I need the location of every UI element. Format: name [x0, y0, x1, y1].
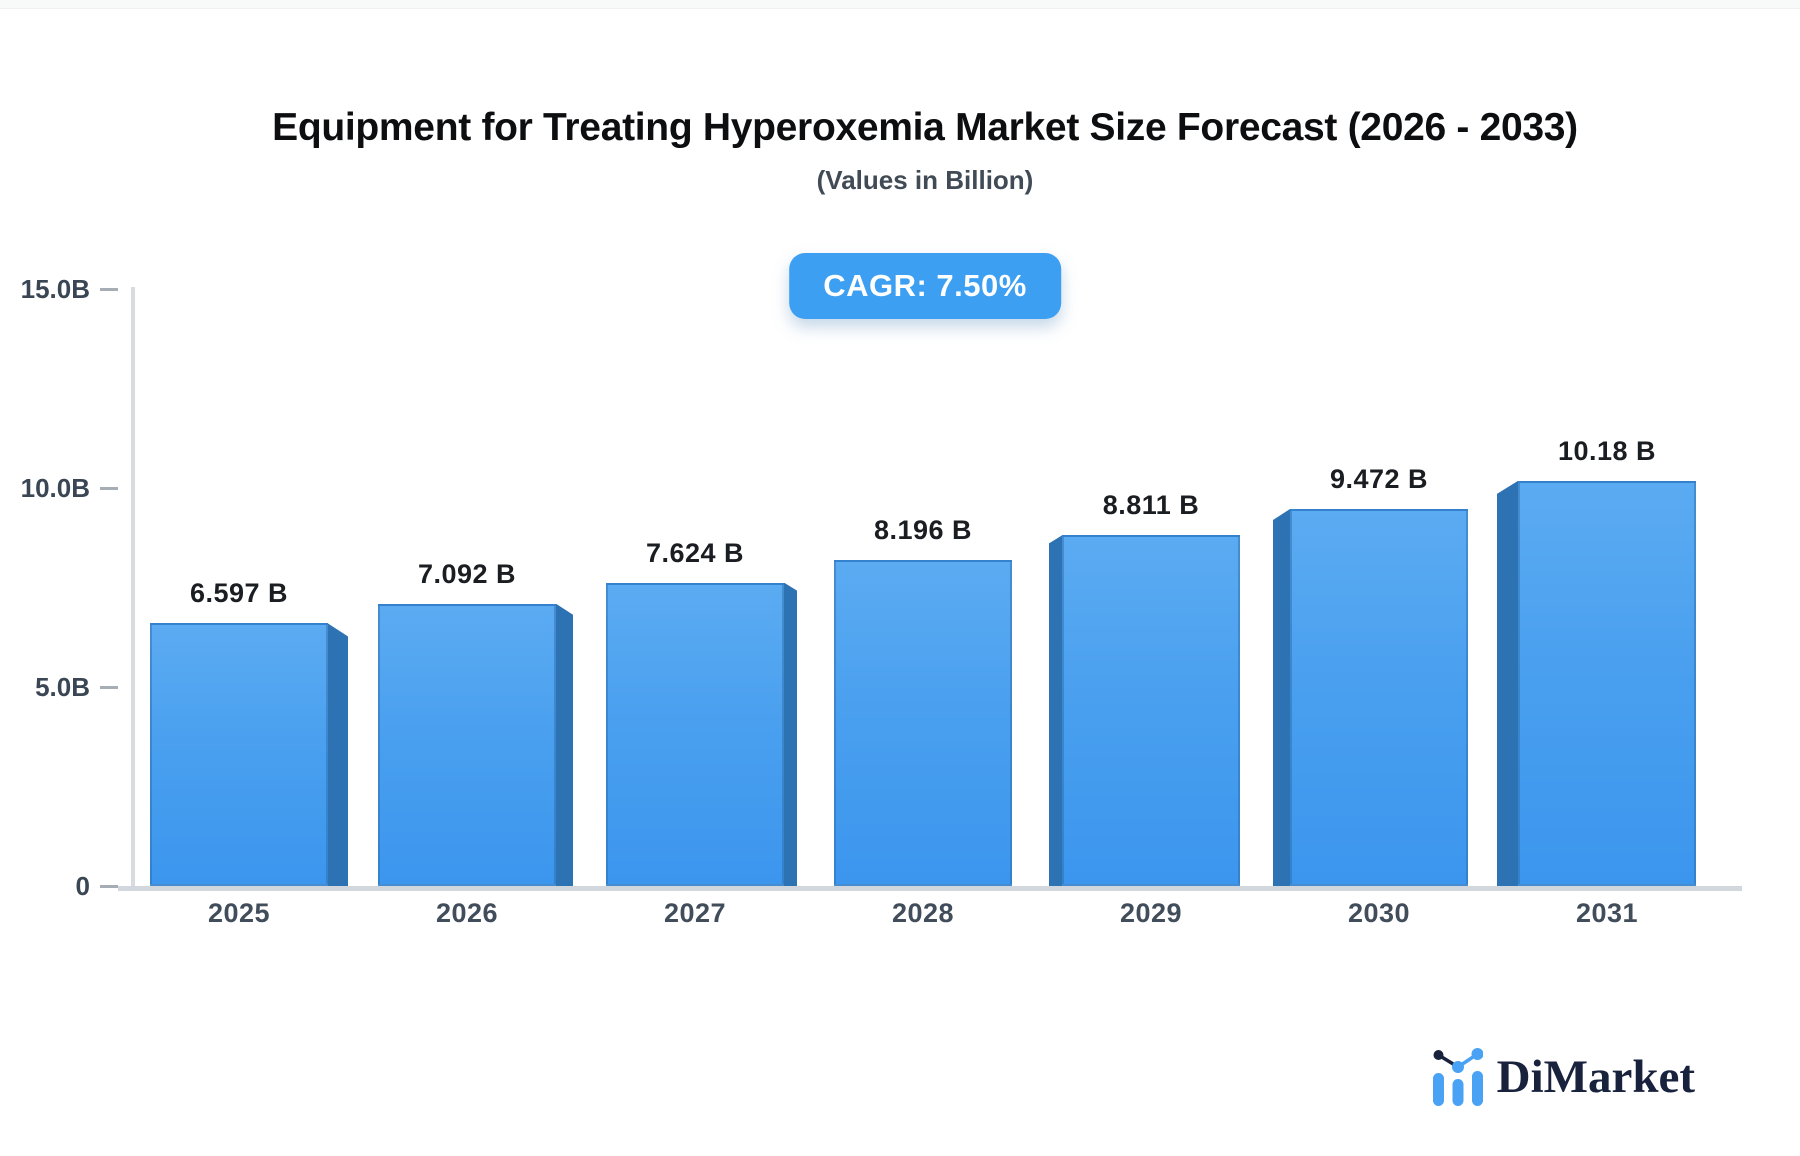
x-axis-label-2029: 2029	[1119, 898, 1183, 928]
bar-value-label-2027: 7.624 B	[645, 537, 745, 568]
bar-2028[interactable]	[834, 559, 1012, 886]
x-axis-label-2025: 2025	[207, 898, 271, 928]
y-axis-tick-label: 15.0B	[20, 274, 90, 304]
bar-side-face-2026	[556, 603, 573, 886]
bar-2030[interactable]	[1290, 509, 1468, 886]
y-axis-tick-mark	[100, 288, 118, 291]
y-axis-tick-mark	[100, 686, 118, 689]
bar-side-face-2029	[1049, 535, 1062, 886]
y-axis-tick-label: 5.0B	[35, 672, 90, 702]
x-axis-label-2028: 2028	[891, 898, 955, 928]
dimarket-logo: DiMarket	[1432, 1048, 1695, 1106]
y-axis-tick-mark	[100, 487, 118, 490]
x-axis-label-2026: 2026	[435, 898, 499, 928]
x-axis-label-2027: 2027	[663, 898, 727, 928]
x-axis-baseline	[118, 886, 1742, 891]
y-axis-tick-label: 10.0B	[20, 473, 90, 503]
y-axis-tick-label: 0	[75, 871, 90, 901]
bar-2031[interactable]	[1518, 480, 1696, 886]
page-title: Equipment for Treating Hyperoxemia Marke…	[272, 106, 1578, 149]
bar-value-label-2031: 10.18 B	[1557, 435, 1657, 466]
bar-value-label-2028: 8.196 B	[873, 514, 973, 545]
bar-2027[interactable]	[606, 582, 784, 886]
bar-2029[interactable]	[1062, 535, 1240, 886]
x-axis-label-2030: 2030	[1347, 898, 1411, 928]
bar-value-label-2030: 9.472 B	[1329, 464, 1429, 494]
top-border-strip	[0, 0, 1800, 9]
bar-value-label-2029: 8.811 B	[1102, 490, 1200, 521]
bar-2025[interactable]	[150, 623, 328, 886]
bar-2026[interactable]	[378, 603, 556, 886]
y-axis-line	[131, 287, 135, 889]
logo-wordmark: DiMarket	[1496, 1050, 1695, 1103]
page-subtitle: (Values in Billion)	[816, 165, 1034, 195]
bar-value-label-2025: 6.597 B	[189, 578, 289, 609]
bar-side-face-2025	[328, 623, 348, 886]
bar-chart-trend-icon	[1432, 1048, 1483, 1106]
bar-side-face-2027	[784, 582, 797, 886]
bar-side-face-2030	[1273, 509, 1290, 886]
x-axis-label-2031: 2031	[1575, 898, 1639, 928]
bar-side-face-2031	[1497, 480, 1518, 886]
bar-value-label-2026: 7.092 B	[417, 558, 517, 589]
cagr-badge: CAGR: 7.50%	[789, 253, 1061, 319]
y-axis-tick-mark	[100, 885, 118, 888]
